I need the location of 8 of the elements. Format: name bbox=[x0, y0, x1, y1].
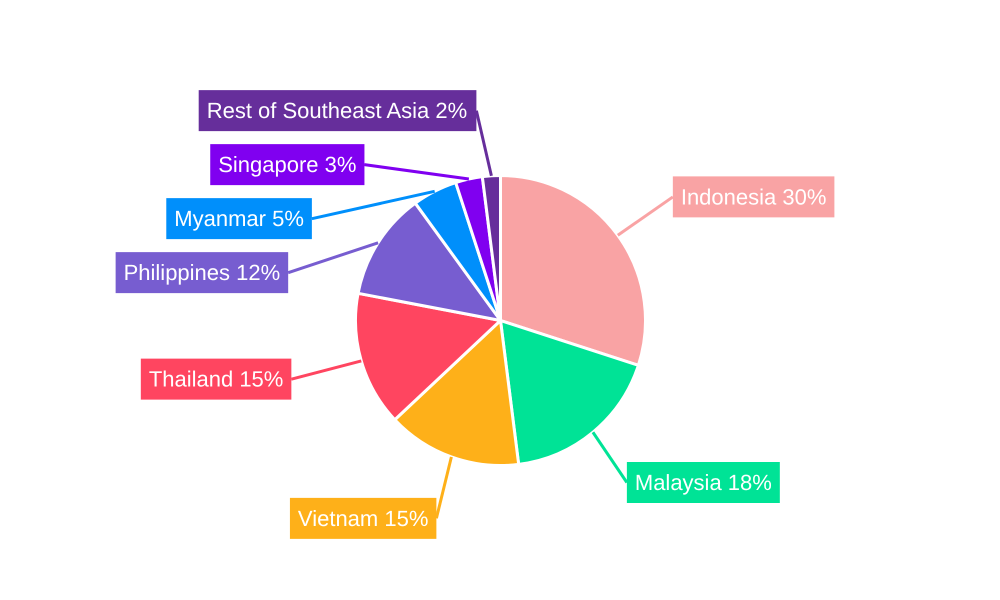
slice-label: Rest of Southeast Asia 2% bbox=[206, 98, 468, 124]
slice-label: Singapore 3% bbox=[218, 152, 356, 178]
slice-label: Philippines 12% bbox=[124, 260, 280, 286]
slice-label: Thailand 15% bbox=[148, 366, 284, 392]
slice-label: Indonesia 30% bbox=[680, 184, 826, 210]
slice-label: Vietnam 15% bbox=[298, 506, 428, 531]
slice-label: Myanmar 5% bbox=[174, 206, 304, 232]
slice-label: Malaysia 18% bbox=[634, 470, 772, 495]
